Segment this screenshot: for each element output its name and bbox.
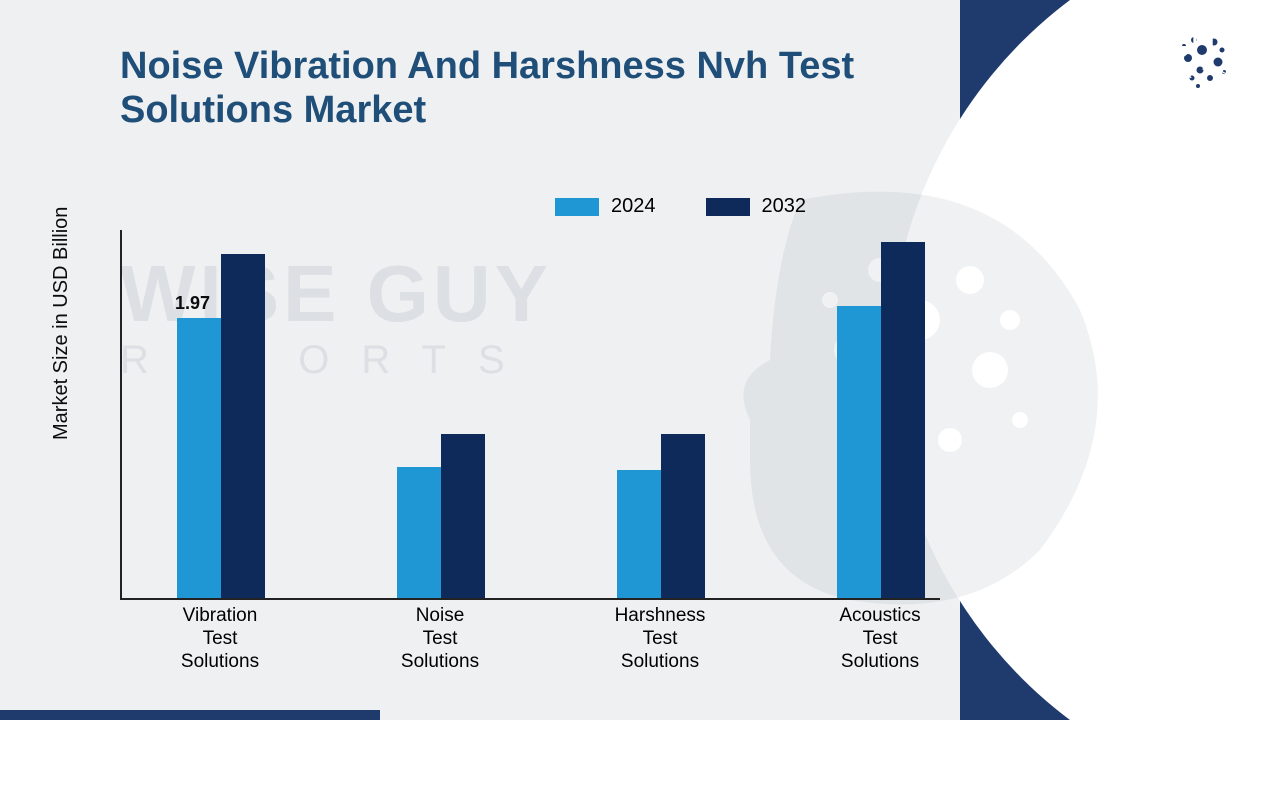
- bar-value-label: 1.97: [175, 293, 210, 314]
- legend-label-2032: 2032: [762, 195, 807, 218]
- brand-logo: WISE GUY REPORTS: [1062, 28, 1240, 81]
- x-axis-label: NoiseTestSolutions: [385, 605, 495, 673]
- logo-sub-text: REPORTS: [1062, 65, 1240, 81]
- bar: [617, 470, 661, 598]
- bar: [441, 434, 485, 598]
- x-axis-label: AcousticsTestSolutions: [820, 605, 940, 673]
- x-axis-label: VibrationTestSolutions: [160, 605, 280, 673]
- bar-group: [837, 242, 925, 598]
- bar: [397, 467, 441, 598]
- bar-group: [617, 434, 705, 598]
- bar-chart: 1.97: [120, 230, 940, 600]
- bar: [221, 254, 265, 598]
- y-axis-label: Market Size in USD Billion: [50, 207, 73, 440]
- legend-swatch-2032: [706, 198, 750, 216]
- bar: [881, 242, 925, 598]
- bar: [177, 318, 221, 598]
- bar: [837, 306, 881, 598]
- logo-main-text: WISE GUY: [1062, 28, 1240, 67]
- legend-item-2024: 2024: [555, 195, 656, 218]
- x-axis-label: HarshnessTestSolutions: [590, 605, 730, 673]
- bottom-accent-strip: [0, 710, 380, 720]
- bar: [661, 434, 705, 598]
- bar-group: [397, 434, 485, 598]
- legend-item-2032: 2032: [706, 195, 807, 218]
- chart-legend: 2024 2032: [555, 195, 806, 218]
- chart-title: Noise Vibration And Harshness Nvh Test S…: [120, 45, 860, 132]
- legend-swatch-2024: [555, 198, 599, 216]
- legend-label-2024: 2024: [611, 195, 656, 218]
